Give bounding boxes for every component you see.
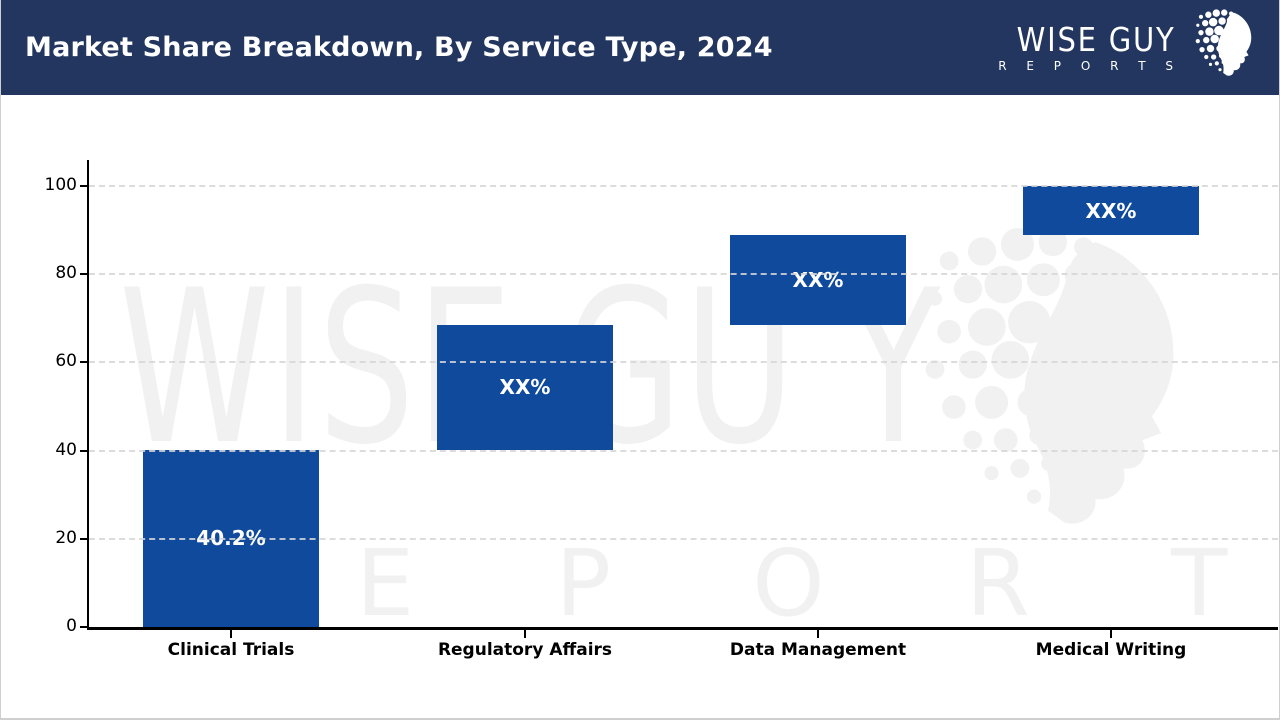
x-category-label: Medical Writing (1035, 640, 1187, 660)
x-tick-4 (1110, 630, 1112, 638)
wiseguy-logo-text: WISE GUY R E P O R T S (990, 23, 1181, 73)
y-tick-80 (80, 273, 87, 276)
watermark-face-icon (869, 222, 1199, 578)
x-category-label: Data Management (729, 640, 907, 660)
watermark-subtitle: R E P O R T S (151, 530, 1280, 637)
gridline-100 (89, 185, 1278, 187)
bar-medical-writing: XX% (1023, 186, 1199, 236)
bar-regulatory-affairs: XX% (437, 324, 613, 450)
y-tick-60 (80, 361, 87, 364)
bar-value-label: XX% (499, 375, 551, 400)
gridline-40 (89, 449, 1278, 452)
wiseguy-face-icon (1183, 6, 1257, 90)
gridline-80 (89, 273, 1278, 276)
y-tick-label-60: 60 (55, 351, 77, 372)
chart-title: Market Share Breakdown, By Service Type,… (25, 32, 773, 63)
y-tick-label-80: 80 (55, 263, 77, 284)
y-tick-0 (80, 626, 87, 628)
y-tick-label-100: 100 (44, 175, 77, 195)
bar-value-label: XX% (792, 268, 844, 293)
y-tick-100 (80, 185, 87, 187)
logo-subtitle: R E P O R T S (998, 58, 1181, 73)
gridline-20 (89, 537, 1278, 540)
gridline-60 (89, 361, 1278, 364)
y-tick-label-0: 0 (66, 616, 77, 636)
x-axis-spine (87, 627, 1278, 630)
y-tick-40 (80, 449, 87, 452)
logo-wordmark: WISE GUY (1016, 19, 1176, 59)
report-header: Market Share Breakdown, By Service Type,… (1, 0, 1279, 95)
bar-data-management: XX% (730, 235, 906, 325)
x-tick-1 (230, 630, 232, 638)
y-tick-20 (80, 537, 87, 540)
y-tick-label-40: 40 (55, 439, 77, 460)
wiseguy-logo: WISE GUY R E P O R T S (990, 6, 1257, 90)
bar-value-label: XX% (1085, 198, 1137, 223)
x-tick-3 (817, 630, 819, 638)
x-category-label: Clinical Trials (167, 640, 295, 660)
x-category-label: Regulatory Affairs (437, 640, 613, 660)
y-axis-spine (87, 160, 89, 629)
y-tick-label-20: 20 (55, 527, 77, 548)
x-tick-2 (524, 630, 526, 638)
